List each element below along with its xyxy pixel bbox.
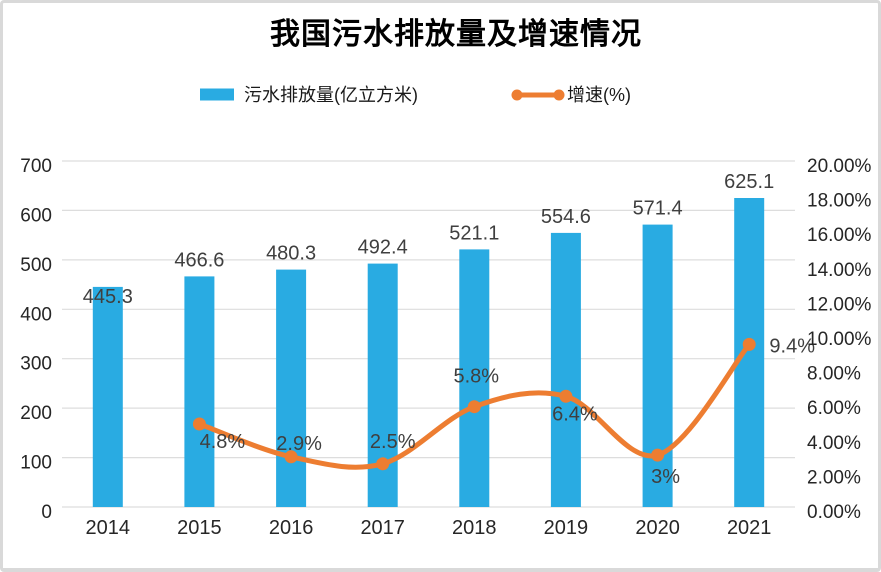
x-axis-tick-label: 2021 bbox=[727, 517, 772, 539]
bar-value-label: 625.1 bbox=[724, 171, 774, 193]
right-axis-tick-label: 14.00% bbox=[807, 260, 872, 281]
line-marker-2016 bbox=[284, 450, 298, 464]
bar-value-label: 466.6 bbox=[174, 249, 224, 271]
line-marker-2020 bbox=[651, 448, 665, 462]
legend-bar-label: 污水排放量(亿立方米) bbox=[244, 85, 418, 105]
bar-2019 bbox=[550, 232, 581, 507]
line-value-label: 9.4% bbox=[769, 335, 815, 357]
combo-chart: 我国污水排放量及增速情况 污水排放量(亿立方米) 增速(%) 445.3 466.… bbox=[20, 18, 872, 539]
bar-value-label: 571.4 bbox=[633, 198, 683, 220]
bar-value-label: 521.1 bbox=[449, 222, 499, 244]
line-marker-2021 bbox=[742, 337, 756, 351]
chart-title: 我国污水排放量及增速情况 bbox=[270, 18, 642, 51]
bar-2017 bbox=[367, 263, 398, 507]
right-axis-tick-label: 20.00% bbox=[807, 156, 872, 177]
x-axis-tick-label: 2015 bbox=[177, 517, 222, 539]
line-value-labels: 4.8% 2.9% 2.5% 5.8% 6.4% 3% 9.4% bbox=[200, 335, 816, 488]
right-axis-ticks: 0.00% 2.00% 4.00% 6.00% 8.00% 10.00% 12.00% 14.… bbox=[807, 156, 872, 523]
right-axis-tick-label: 2.00% bbox=[807, 467, 861, 488]
x-axis-ticks: 2014 2015 2016 2017 2018 2019 2020 2021 bbox=[86, 517, 772, 539]
bar-2015 bbox=[184, 276, 215, 507]
legend-line-label: 增速(%) bbox=[567, 85, 631, 105]
x-axis-tick-label: 2016 bbox=[269, 517, 314, 539]
right-axis-tick-label: 0.00% bbox=[807, 502, 861, 523]
left-axis-ticks: 0 100 200 300 400 500 600 700 bbox=[20, 156, 52, 523]
bar-2016 bbox=[276, 269, 307, 507]
line-series-swatch-icon bbox=[511, 89, 565, 101]
bar-2014 bbox=[92, 286, 123, 507]
right-axis-tick-label: 8.00% bbox=[807, 364, 861, 385]
bar-value-label: 554.6 bbox=[541, 206, 591, 228]
line-value-label: 4.8% bbox=[200, 431, 246, 453]
left-axis-tick-label: 400 bbox=[20, 304, 52, 325]
line-value-label: 3% bbox=[651, 466, 680, 488]
x-axis-tick-label: 2020 bbox=[635, 517, 680, 539]
bar-2020 bbox=[642, 224, 673, 507]
right-axis-tick-label: 6.00% bbox=[807, 398, 861, 419]
line-value-label: 2.9% bbox=[276, 433, 322, 455]
bar-value-labels: 445.3 466.6 480.3 492.4 521.1 554.6 571.4 625.1 bbox=[83, 171, 774, 308]
line-value-label: 2.5% bbox=[370, 431, 416, 453]
right-axis-tick-label: 10.00% bbox=[807, 329, 872, 350]
gridlines bbox=[62, 160, 795, 508]
left-axis-tick-label: 100 bbox=[20, 453, 52, 474]
line-marker-2018 bbox=[467, 400, 481, 414]
line-marker-2015 bbox=[192, 417, 206, 431]
right-axis-tick-label: 16.00% bbox=[807, 225, 872, 246]
left-axis-tick-label: 500 bbox=[20, 255, 52, 276]
x-axis-tick-label: 2014 bbox=[86, 517, 131, 539]
line-marker-2017 bbox=[376, 457, 390, 471]
legend: 污水排放量(亿立方米) 增速(%) bbox=[200, 85, 631, 105]
x-axis-tick-label: 2018 bbox=[452, 517, 497, 539]
bar-2018 bbox=[459, 249, 490, 507]
bar-value-label: 492.4 bbox=[358, 237, 408, 259]
line-marker-2019 bbox=[559, 389, 573, 403]
left-axis-tick-label: 300 bbox=[20, 354, 52, 375]
right-axis-tick-label: 4.00% bbox=[807, 433, 861, 454]
x-axis-tick-label: 2017 bbox=[360, 517, 405, 539]
left-axis-tick-label: 600 bbox=[20, 205, 52, 226]
left-axis-tick-label: 700 bbox=[20, 156, 52, 177]
bar-value-label: 445.3 bbox=[83, 286, 133, 308]
line-value-label: 5.8% bbox=[454, 366, 500, 388]
right-axis-tick-label: 12.00% bbox=[807, 294, 872, 315]
bar-2021 bbox=[734, 198, 765, 507]
line-value-label: 6.4% bbox=[552, 403, 598, 425]
x-axis-tick-label: 2019 bbox=[544, 517, 589, 539]
bar-value-label: 480.3 bbox=[266, 243, 316, 265]
bar-series bbox=[92, 198, 765, 507]
right-axis-tick-label: 18.00% bbox=[807, 191, 872, 212]
line-markers bbox=[192, 337, 756, 471]
left-axis-tick-label: 0 bbox=[41, 502, 52, 523]
bar-series-swatch-icon bbox=[200, 88, 234, 101]
left-axis-tick-label: 200 bbox=[20, 403, 52, 424]
